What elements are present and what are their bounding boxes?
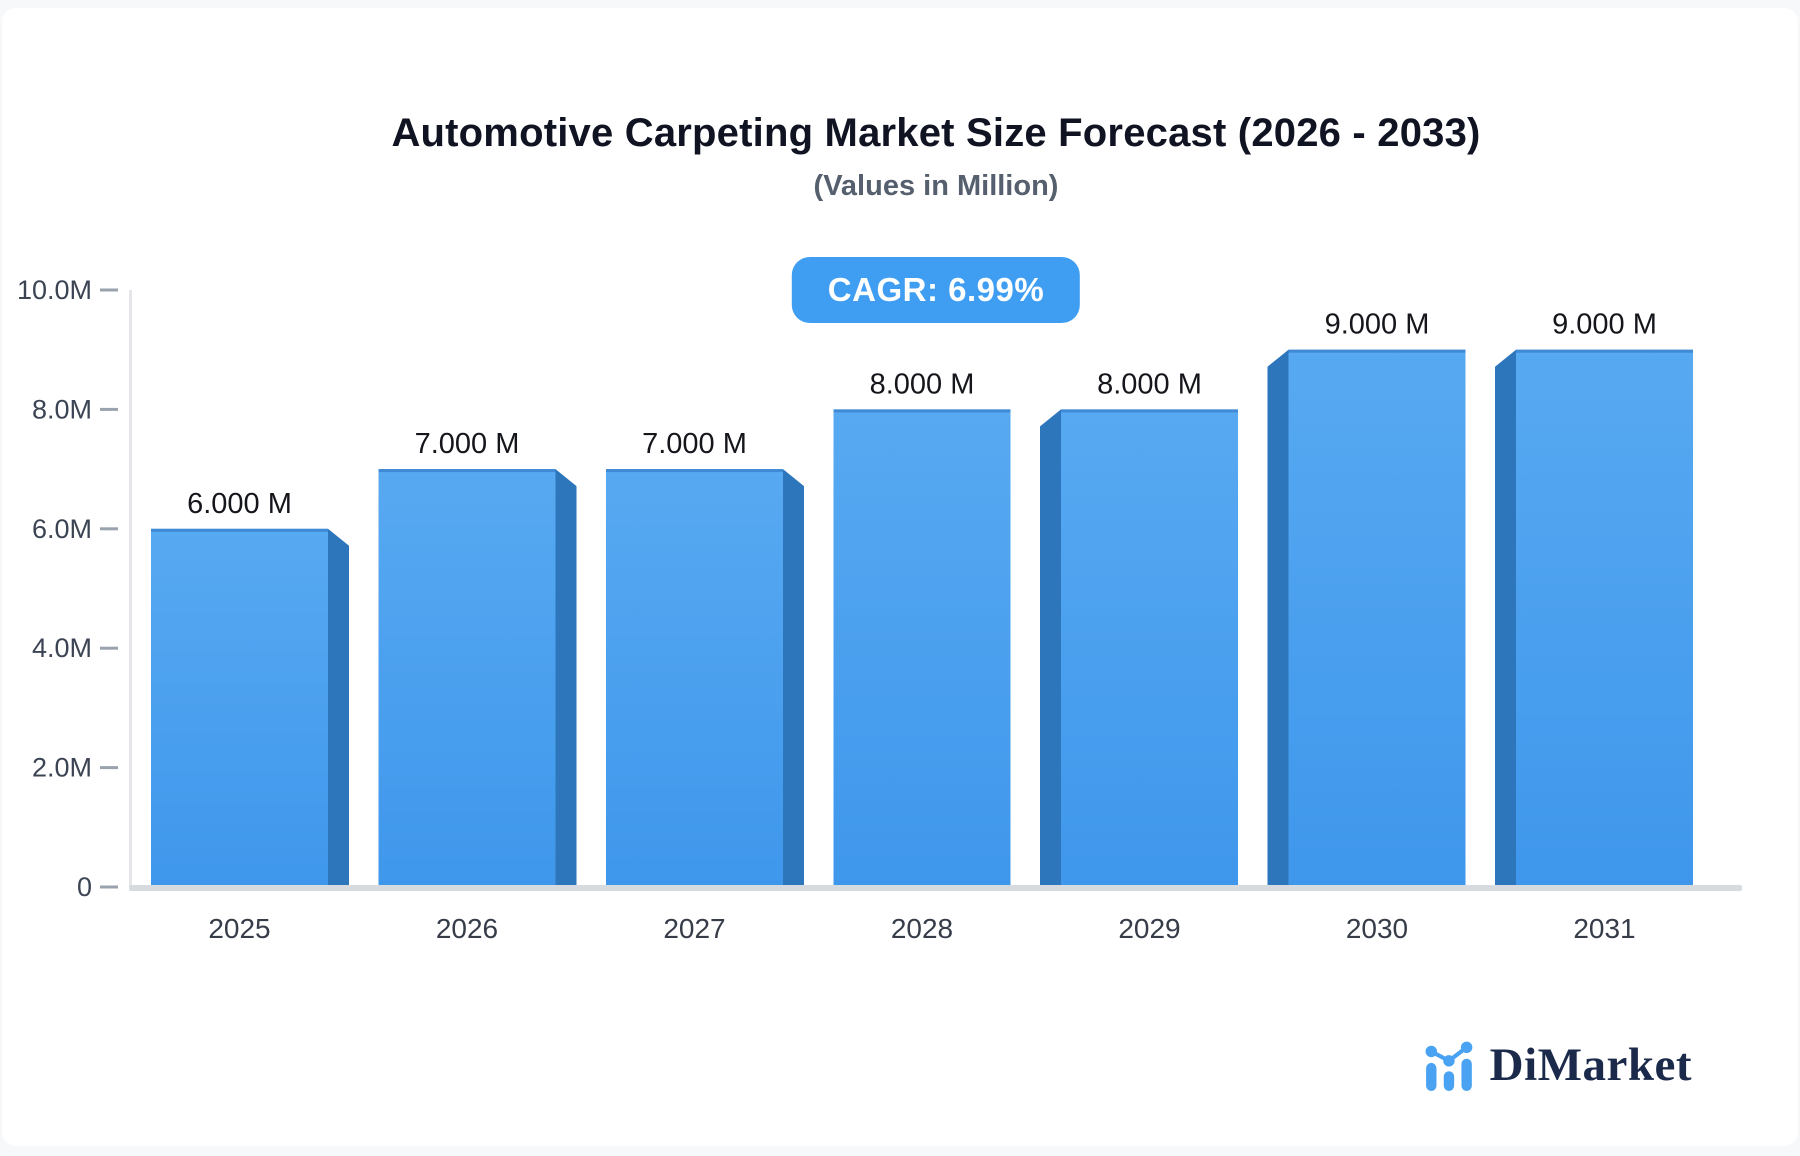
x-axis-label: 2031 xyxy=(1573,913,1635,944)
bar-value-label: 7.000 M xyxy=(642,428,747,460)
y-axis-line xyxy=(129,290,132,887)
y-tick xyxy=(100,527,118,531)
bar-value-label: 8.000 M xyxy=(870,368,975,400)
chart-title: Automotive Carpeting Market Size Forecas… xyxy=(391,111,1481,155)
bar-value-label: 6.000 M xyxy=(187,488,292,520)
bar-value-label: 7.000 M xyxy=(415,428,520,460)
bar-top-edge xyxy=(606,469,783,473)
x-axis-label: 2030 xyxy=(1346,913,1408,944)
bar-value-label: 9.000 M xyxy=(1325,309,1430,341)
y-tick-label: 0 xyxy=(77,872,92,902)
bar-top-edge xyxy=(833,409,1011,413)
bar-2030[interactable]: 9.000 M xyxy=(1267,309,1466,887)
cagr-badge: CAGR: 6.99% xyxy=(791,257,1081,323)
y-tick xyxy=(100,885,118,889)
bar-top-edge xyxy=(1516,349,1693,353)
bar-top-edge xyxy=(1061,409,1238,413)
x-axis-baseline xyxy=(129,885,1742,891)
y-tick-label: 2.0M xyxy=(32,753,92,783)
bar-side-shade xyxy=(328,528,349,887)
bar-2028[interactable]: 8.000 M xyxy=(833,368,1011,887)
y-tick-label: 8.0M xyxy=(32,394,92,424)
y-tick xyxy=(100,766,118,770)
bar-2025[interactable]: 6.000 M xyxy=(151,488,349,887)
y-tick-label: 4.0M xyxy=(32,633,92,663)
y-tick xyxy=(100,646,118,650)
bar-chart-logo-icon xyxy=(1425,1041,1472,1091)
bar-top-edge xyxy=(378,469,556,473)
x-axis-label: 2029 xyxy=(1118,913,1180,944)
x-axis-label: 2025 xyxy=(208,913,270,944)
bar-top-edge xyxy=(1288,349,1466,353)
chart-subtitle: (Values in Million) xyxy=(813,170,1059,202)
brand-logo: DiMarket xyxy=(1424,1038,1692,1092)
y-tick-label: 10.0M xyxy=(17,275,92,305)
bar-side-shade xyxy=(1267,349,1289,887)
bar-top-edge xyxy=(151,528,328,532)
x-axis-label: 2026 xyxy=(436,913,498,944)
bar-face xyxy=(378,469,556,887)
y-tick xyxy=(100,288,118,292)
bar-face xyxy=(833,409,1011,887)
bar-2027[interactable]: 7.000 M xyxy=(606,428,804,887)
bar-face xyxy=(1061,409,1238,887)
bar-side-shade xyxy=(1040,409,1061,887)
y-tick-label: 6.0M xyxy=(32,514,92,544)
bar-2031[interactable]: 9.000 M xyxy=(1495,309,1693,887)
brand-logo-text: DiMarket xyxy=(1489,1039,1692,1091)
bar-2026[interactable]: 7.000 M xyxy=(378,428,577,887)
x-axis-label: 2027 xyxy=(663,913,725,944)
bar-face xyxy=(606,469,783,887)
bar-value-label: 8.000 M xyxy=(1097,368,1202,400)
y-tick xyxy=(100,407,118,411)
x-axis-label: 2028 xyxy=(891,913,953,944)
bar-side-shade xyxy=(783,469,804,887)
bar-side-shade xyxy=(555,469,577,887)
bar-2029[interactable]: 8.000 M xyxy=(1040,368,1238,887)
bar-side-shade xyxy=(1495,349,1516,887)
bar-value-label: 9.000 M xyxy=(1552,309,1657,341)
bar-face xyxy=(1516,349,1693,887)
bar-face xyxy=(1288,349,1466,887)
bar-face xyxy=(151,528,328,887)
